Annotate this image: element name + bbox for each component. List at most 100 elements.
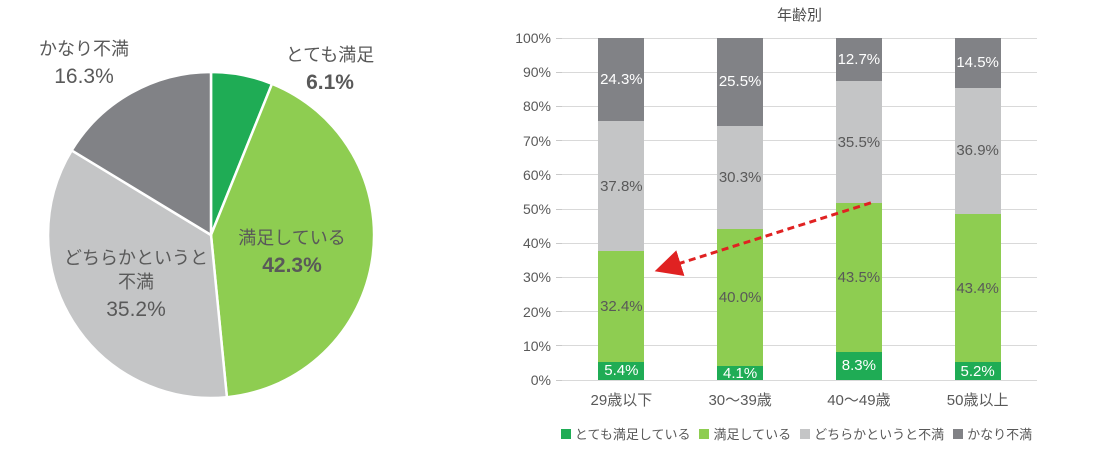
y-tick-100% (556, 37, 562, 39)
segment-value-label: 4.1% (723, 364, 758, 382)
x-label-29歳以下: 29歳以下 (590, 392, 653, 409)
y-tick-label-50%: 50% (522, 201, 551, 217)
segment-value-label: 35.5% (837, 133, 881, 151)
pie-label-satisfied: 満足している 42.3% (217, 227, 367, 279)
segment-value-label: 37.8% (600, 177, 643, 195)
y-tick-label-10%: 10% (522, 337, 551, 354)
pie-label-value: 42.3% (262, 253, 322, 277)
y-tick-30% (556, 276, 562, 278)
gridline-80% (562, 105, 1037, 107)
bar-30～39歳: 4.1% 40.0% 30.3% 25.5% (717, 38, 764, 382)
segment-満足している: 40.0% (717, 229, 764, 366)
y-tick-label-100%: 100% (515, 30, 551, 46)
y-tick-label-90%: 90% (522, 64, 551, 81)
pie-label-value: 35.2% (106, 297, 166, 321)
segment-value-label: 30.3% (718, 168, 762, 186)
segment-value-label: 8.3% (841, 357, 876, 375)
y-tick-40% (556, 242, 562, 244)
y-tick-70% (556, 140, 562, 142)
y-tick-0% (556, 379, 562, 381)
chart-title: 年齢別 (776, 7, 822, 24)
y-tick-10% (556, 345, 562, 347)
x-label-40～49歳: 40～49歳 (827, 392, 891, 409)
overall-satisfaction-pie-chart: かなり不満 16.3% とても満足 6.1% 満足している 42.3% どちらか… (0, 0, 460, 453)
segment-value-label: 36.9% (956, 142, 999, 160)
legend-swatch (953, 428, 964, 439)
pie-label-text-line1: どちらかというと (64, 248, 208, 268)
pie-svg (46, 70, 376, 400)
pie-label-text: 満足している (238, 228, 346, 248)
segment-value-label: 40.0% (718, 289, 762, 307)
segment-とても満足している: 4.1% (717, 364, 764, 382)
segment-満足している: 43.4% (954, 213, 1001, 363)
gridline-0% (562, 379, 1037, 381)
segment-value-label: 14.5% (956, 54, 999, 72)
pie-label-somewhat-dissatisfied: どちらかというと 不満 35.2% (51, 247, 221, 323)
bar-50歳以上: 5.2% 43.4% 36.9% 14.5% (954, 38, 1001, 380)
y-tick-80% (556, 105, 562, 107)
segment-どちらかというと不満: 35.5% (835, 81, 882, 203)
gridline-90% (562, 71, 1037, 73)
segment-value-label: 32.4% (600, 297, 643, 315)
legend-label: とても満足している (574, 427, 691, 442)
legend-label: どちらかというと不満 (814, 427, 945, 442)
pie-label-value: 6.1% (306, 70, 354, 94)
pie-label-value: 16.3% (54, 64, 114, 88)
segment-とても満足している: 8.3% (835, 351, 882, 380)
legend-item-かなり不満: かなり不満 (953, 424, 1032, 443)
segment-かなり不満: 25.5% (717, 38, 764, 126)
pie-slice-3 (70, 70, 213, 237)
segment-value-label: 43.4% (956, 279, 999, 297)
bar-29歳以下: 5.4% 32.4% 37.8% 24.3% (598, 38, 645, 380)
segment-どちらかというと不満: 36.9% (954, 87, 1001, 214)
segment-value-label: 5.4% (604, 362, 639, 380)
legend-item-どちらかというと不満: どちらかというと不満 (800, 424, 944, 443)
segment-value-label: 43.5% (837, 268, 881, 286)
y-tick-label-0%: 0% (530, 372, 551, 388)
gridline-30% (562, 276, 1037, 278)
segment-満足している: 43.5% (835, 202, 882, 352)
segment-満足している: 32.4% (598, 250, 645, 362)
y-tick-50% (556, 208, 562, 210)
bar-40～49歳: 8.3% 43.5% 35.5% 12.7% (835, 38, 882, 380)
legend-swatch (560, 428, 571, 439)
y-axis: 0% 10% 20% 30% 40% 50% 60% 70% 80% 90% 100% (490, 30, 562, 388)
legend-swatch (699, 428, 710, 439)
bar-plot: 5.4% 32.4% 37.8% 24.3% 4.1% 40.0% 30.3% 25.5% 8.… (562, 37, 1037, 382)
x-label-50歳以上: 50歳以上 (946, 392, 1009, 409)
age-breakdown-bar-chart: 年齢別 0% 10% 20% 30% 40% 50% 60% 70% 80% 90% 100% 5.… (490, 0, 1103, 453)
pie-label-text: かなり不満 (39, 39, 129, 59)
y-tick-label-70%: 70% (522, 132, 551, 149)
gridline-20% (562, 311, 1037, 313)
segment-どちらかというと不満: 30.3% (717, 125, 764, 230)
pie-slice-2 (46, 149, 229, 400)
y-tick-60% (556, 174, 562, 176)
segment-value-label: 12.7% (837, 51, 881, 69)
gridline-60% (562, 174, 1037, 176)
segment-どちらかというと不満: 37.8% (598, 121, 645, 251)
gridline-10% (562, 345, 1037, 347)
y-tick-90% (556, 71, 562, 73)
segment-value-label: 25.5% (718, 73, 762, 91)
segment-value-label: 24.3% (600, 71, 643, 89)
legend-item-とても満足している: とても満足している (560, 424, 691, 443)
y-tick-label-30%: 30% (522, 269, 551, 286)
legend-swatch (800, 428, 811, 439)
segment-かなり不満: 24.3% (598, 38, 645, 122)
y-tick-label-40%: 40% (522, 235, 551, 252)
segment-とても満足している: 5.2% (954, 362, 1001, 380)
y-tick-20% (556, 311, 562, 313)
pie-label-very-satisfied: とても満足 6.1% (255, 44, 405, 96)
gridline-70% (562, 140, 1037, 142)
y-tick-label-20%: 20% (522, 303, 551, 320)
legend-label: 満足している (713, 427, 792, 442)
gridline-100% (562, 37, 1037, 39)
pie-slice-1 (209, 82, 376, 399)
x-label-30～39歳: 30～39歳 (708, 392, 772, 409)
legend-item-満足している: 満足している (699, 424, 791, 443)
segment-とても満足している: 5.4% (598, 361, 645, 380)
y-tick-label-60%: 60% (522, 166, 551, 183)
pie-label-text: とても満足 (285, 45, 375, 65)
pie-label-quite-dissatisfied: かなり不満 16.3% (9, 38, 159, 90)
segment-かなり不満: 14.5% (954, 38, 1001, 88)
